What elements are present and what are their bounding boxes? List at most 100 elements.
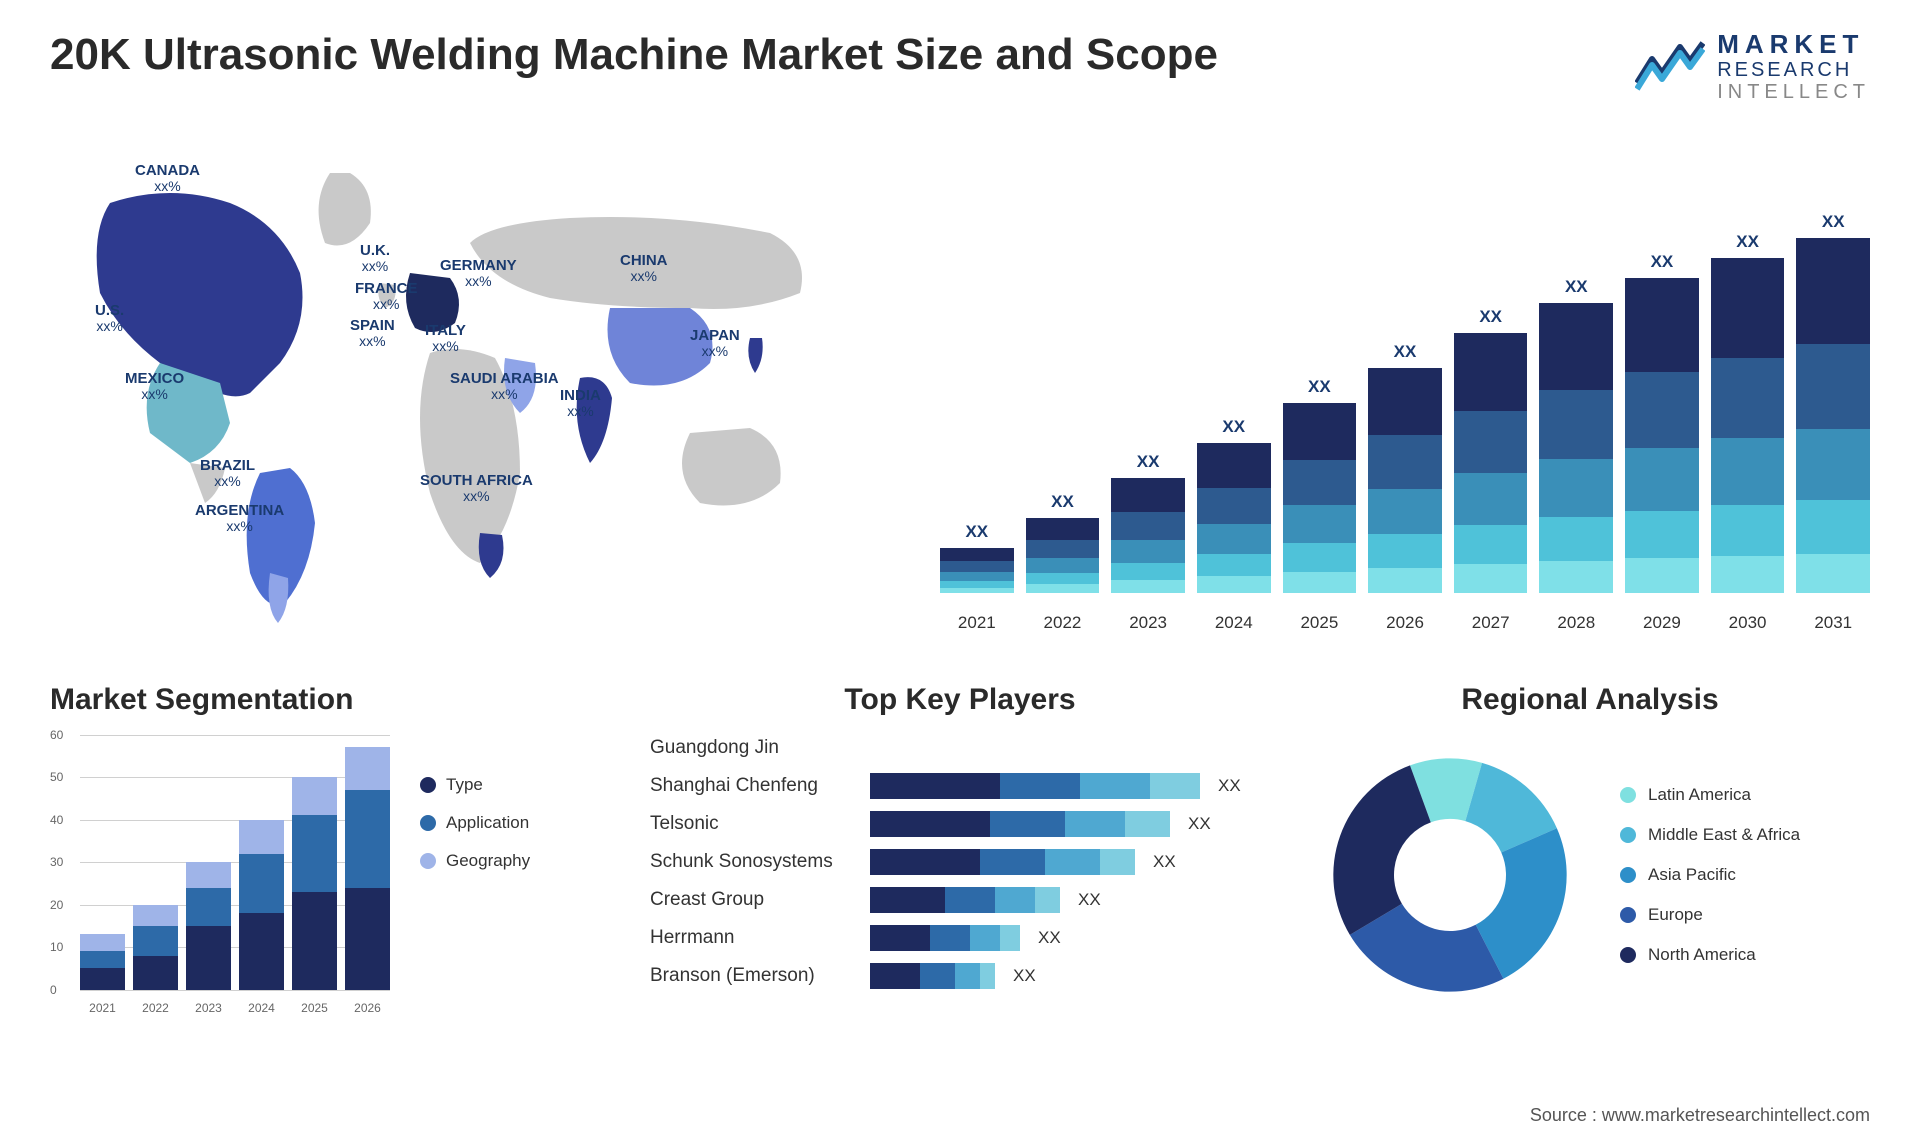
map-label: ARGENTINAxx% [195,503,284,536]
regional-legend-item: Middle East & Africa [1620,825,1800,845]
seg-xlabel: 2021 [80,1001,125,1015]
player-bar [870,773,1200,799]
map-label: JAPANxx% [690,328,740,361]
growth-bar-label: XX [1565,277,1588,297]
player-row: Schunk Sonosystems XX [650,849,1270,875]
growth-bar-label: XX [1736,232,1759,252]
player-name: Guangdong Jin [650,737,860,759]
growth-bar-chart: XX XX XX XX XX XX XX XX XX XX XX 2021 2022 2023 2024 2… [940,133,1870,633]
segmentation-panel: Market Segmentation 20212022202320242025… [50,683,610,1015]
world-map: CANADAxx%U.S.xx%MEXICOxx%BRAZILxx%ARGENT… [50,133,880,633]
player-bar [870,887,1060,913]
players-title: Top Key Players [650,683,1270,717]
seg-bar [292,777,337,990]
seg-ylabel: 30 [50,855,63,869]
map-label: GERMANYxx% [440,258,517,291]
seg-ylabel: 10 [50,940,63,954]
map-label: FRANCExx% [355,281,418,314]
growth-xlabel: 2031 [1796,613,1870,633]
growth-bar-label: XX [1137,452,1160,472]
seg-bar [133,905,178,990]
donut-slice [1333,765,1430,934]
legend-dot-icon [1620,907,1636,923]
legend-dot-icon [420,777,436,793]
seg-bar [239,820,284,990]
seg-bar [80,934,125,989]
growth-bar: XX [1197,417,1271,593]
legend-label: Application [446,813,529,833]
brand-logo: MARKET RESEARCH INTELLECT [1635,30,1870,103]
growth-bar: XX [1454,307,1528,593]
map-label: CANADAxx% [135,163,200,196]
growth-bar-label: XX [1479,307,1502,327]
map-label: MEXICOxx% [125,371,184,404]
regional-legend: Latin America Middle East & Africa Asia Pa… [1620,785,1800,965]
segmentation-plot: 202120222023202420252026 0102030405060 [50,735,390,1015]
player-value: XX [1153,852,1176,872]
player-value: XX [1013,966,1036,986]
growth-bar: XX [940,522,1014,593]
legend-dot-icon [1620,787,1636,803]
seg-xlabel: 2022 [133,1001,178,1015]
regional-legend-item: North America [1620,945,1800,965]
player-name: Herrmann [650,927,860,949]
growth-bar: XX [1796,212,1870,593]
player-row: Herrmann XX [650,925,1270,951]
player-bar [870,849,1135,875]
regional-chart: Latin America Middle East & Africa Asia Pa… [1310,735,1870,1015]
player-value: XX [1188,814,1211,834]
map-label: ITALYxx% [425,323,466,356]
player-bar [870,925,1020,951]
segmentation-chart: 202120222023202420252026 0102030405060 T… [50,735,610,1015]
legend-dot-icon [420,853,436,869]
growth-xlabel: 2026 [1368,613,1442,633]
legend-label: Asia Pacific [1648,865,1736,885]
growth-xlabel: 2025 [1283,613,1357,633]
growth-bar: XX [1711,232,1785,593]
growth-bar-label: XX [1394,342,1417,362]
legend-dot-icon [1620,947,1636,963]
growth-xlabel: 2027 [1454,613,1528,633]
growth-bar: XX [1368,342,1442,593]
player-name: Schunk Sonosystems [650,851,860,873]
player-row: TelsonicXX [650,811,1270,837]
seg-ylabel: 50 [50,770,63,784]
seg-legend-item: Type [420,775,530,795]
growth-bar-label: XX [1051,492,1074,512]
segmentation-legend: Type Application Geography [420,735,530,1015]
seg-xlabel: 2023 [186,1001,231,1015]
growth-xlabel: 2021 [940,613,1014,633]
player-name: Shanghai Chenfeng [650,775,860,797]
legend-label: North America [1648,945,1756,965]
logo-text: MARKET RESEARCH INTELLECT [1717,30,1870,103]
segmentation-title: Market Segmentation [50,683,610,717]
seg-legend-item: Application [420,813,530,833]
regional-title: Regional Analysis [1310,683,1870,717]
regional-legend-item: Latin America [1620,785,1800,805]
header: 20K Ultrasonic Welding Machine Market Si… [50,30,1870,103]
growth-xlabel: 2022 [1026,613,1100,633]
growth-xlabel: 2024 [1197,613,1271,633]
seg-xlabel: 2026 [345,1001,390,1015]
regional-panel: Regional Analysis Latin America Middle Ea… [1310,683,1870,1015]
page-title: 20K Ultrasonic Welding Machine Market Si… [50,30,1218,80]
row-top: CANADAxx%U.S.xx%MEXICOxx%BRAZILxx%ARGENT… [50,133,1870,633]
legend-label: Latin America [1648,785,1751,805]
growth-bar: XX [1026,492,1100,593]
growth-bar: XX [1283,377,1357,593]
logo-line3: INTELLECT [1717,81,1870,103]
map-label: BRAZILxx% [200,458,255,491]
seg-ylabel: 0 [50,983,57,997]
regional-donut [1310,735,1590,1015]
growth-bar-label: XX [1222,417,1245,437]
row-bottom: Market Segmentation 20212022202320242025… [50,683,1870,1015]
logo-mark-icon [1635,41,1705,91]
seg-legend-item: Geography [420,851,530,871]
players-chart: Guangdong JinShanghai ChenfengXXTelsonic… [650,735,1270,989]
growth-xlabel: 2023 [1111,613,1185,633]
growth-bar: XX [1625,252,1699,593]
player-value: XX [1038,928,1061,948]
growth-xlabel: 2030 [1711,613,1785,633]
regional-legend-item: Europe [1620,905,1800,925]
players-panel: Top Key Players Guangdong Jin Shanghai Ch… [650,683,1270,1015]
